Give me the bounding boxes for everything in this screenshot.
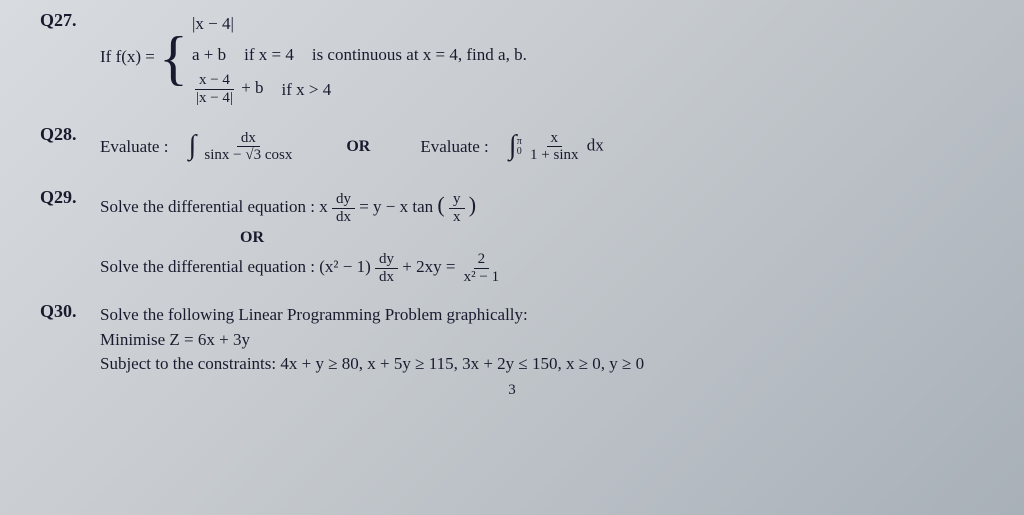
q27-number: Q27. [40, 10, 90, 31]
case3-num: x − 4 [195, 72, 234, 90]
exam-page: Q27. If f(x) = { |x − 4| a + b if x = 4 … [40, 10, 984, 505]
q27-piecewise: { |x − 4| a + b if x = 4 is continuous a… [159, 10, 527, 106]
q28-lead2: Evaluate : [420, 133, 488, 160]
eq2-p2: + 2xy = [402, 257, 459, 276]
q28-or: OR [346, 134, 370, 160]
q30-lead: Solve the following Linear Programming P… [100, 305, 528, 324]
q27-lead: If f(x) = [100, 47, 155, 66]
brace-icon: { [159, 34, 188, 82]
eq1-fnum: y [449, 191, 465, 209]
question-29: Q29. Solve the differential equation : x… [40, 187, 984, 285]
lim-lower: 0 [517, 147, 522, 157]
int2-den: 1 + sinx [526, 147, 582, 164]
question-27: Q27. If f(x) = { |x − 4| a + b if x = 4 … [40, 10, 984, 106]
eq1-fden: x [449, 209, 465, 226]
q27-case1: |x − 4| [192, 10, 527, 37]
q28-dx: dx [587, 136, 604, 155]
eq2-dy: dy [375, 251, 398, 269]
case3-plus: + b [241, 78, 263, 97]
case3-den: |x − 4| [192, 90, 237, 107]
q28-integral1: ∫ dx sinx − √3 cosx [188, 124, 296, 169]
int1-den: sinx − √3 cosx [200, 147, 296, 164]
q29-number: Q29. [40, 187, 90, 208]
eq1-dx: dx [332, 209, 355, 226]
eq2-dx: dx [375, 269, 398, 286]
q30-minimise: Minimise Z = 6x + 3y [100, 330, 984, 350]
q29-eq1: x dy dx = y − x tan ( y x ) [319, 197, 476, 216]
q29-lead2: Solve the differential equation : [100, 257, 319, 276]
eq2-p1: (x² − 1) [319, 257, 375, 276]
question-28: Q28. Evaluate : ∫ dx sinx − √3 cosx OR E… [40, 124, 984, 169]
integral-icon: ∫ [509, 130, 517, 161]
q27-body: If f(x) = { |x − 4| a + b if x = 4 is co… [100, 10, 984, 106]
q29-alt: Solve the differential equation : (x² − … [100, 251, 984, 285]
q29-or: OR [240, 229, 984, 247]
case2-expr: a + b [192, 41, 226, 68]
question-30: Q30. Solve the following Linear Programm… [40, 301, 984, 328]
case2-cond: if x = 4 [244, 41, 294, 68]
eq1-x: x [319, 197, 332, 216]
page-number: 3 [40, 382, 984, 399]
q30-constraints: Subject to the constraints: 4x + y ≥ 80,… [100, 354, 984, 374]
int1-num: dx [237, 130, 260, 148]
q29-body: Solve the differential equation : x dy d… [100, 187, 984, 225]
q28-body: Evaluate : ∫ dx sinx − √3 cosx OR Evalua… [100, 124, 984, 169]
int2-num: x [547, 130, 563, 148]
eq1-dy: dy [332, 191, 355, 209]
q27-cases: |x − 4| a + b if x = 4 is continuous at … [192, 10, 527, 106]
integral-icon: ∫ [188, 130, 196, 161]
q30-body: Solve the following Linear Programming P… [100, 301, 984, 328]
q28-integral2: ∫ π 0 x 1 + sinx dx [509, 124, 604, 169]
case3-fraction: x − 4 |x − 4| + b [192, 72, 264, 106]
q28-lead: Evaluate : [100, 133, 168, 160]
q27-tail: is continuous at x = 4, find a, b. [312, 41, 527, 68]
eq1-mid: = y − x tan [359, 197, 433, 216]
case3-cond: if x > 4 [282, 76, 332, 103]
q30-number: Q30. [40, 301, 90, 322]
q28-number: Q28. [40, 124, 90, 145]
integral-limits: π 0 [517, 137, 522, 157]
q29-lead: Solve the differential equation : [100, 197, 319, 216]
q27-case3: x − 4 |x − 4| + b if x > 4 [192, 72, 527, 106]
q27-case2: a + b if x = 4 is continuous at x = 4, f… [192, 41, 527, 68]
eq2-fden: x² − 1 [460, 269, 503, 286]
case1-expr: |x − 4| [192, 10, 234, 37]
eq2-fnum: 2 [474, 251, 490, 269]
q29-eq2: (x² − 1) dy dx + 2xy = 2 x² − 1 [319, 257, 503, 276]
